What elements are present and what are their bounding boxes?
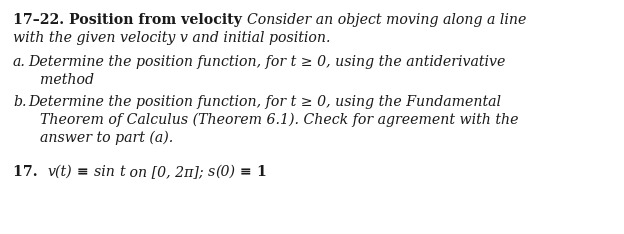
Text: Determine the position function, for t ≥ 0, using the Fundamental: Determine the position function, for t ≥… bbox=[29, 95, 502, 109]
Text: 17.: 17. bbox=[13, 165, 47, 179]
Text: sin: sin bbox=[94, 165, 119, 179]
Text: 1: 1 bbox=[256, 165, 266, 179]
Text: s: s bbox=[208, 165, 215, 179]
Text: on [0, 2π];: on [0, 2π]; bbox=[125, 165, 208, 179]
Text: ≡: ≡ bbox=[72, 165, 94, 179]
Text: b.: b. bbox=[13, 95, 26, 109]
Text: Consider an object moving along a line: Consider an object moving along a line bbox=[246, 13, 526, 27]
Text: t: t bbox=[119, 165, 125, 179]
Text: (0): (0) bbox=[215, 165, 235, 179]
Text: Theorem of Calculus (Theorem 6.1). Check for agreement with the: Theorem of Calculus (Theorem 6.1). Check… bbox=[13, 113, 519, 127]
Text: v(t): v(t) bbox=[47, 165, 72, 179]
Text: a.: a. bbox=[13, 55, 26, 69]
Text: answer to part (a).: answer to part (a). bbox=[13, 131, 173, 145]
Text: 17–22. Position from velocity: 17–22. Position from velocity bbox=[13, 13, 246, 27]
Text: Determine the position function, for t ≥ 0, using the antiderivative: Determine the position function, for t ≥… bbox=[28, 55, 505, 69]
Text: ≡: ≡ bbox=[235, 165, 256, 179]
Text: method: method bbox=[13, 73, 94, 87]
Text: with the given velocity v and initial position.: with the given velocity v and initial po… bbox=[13, 31, 331, 45]
